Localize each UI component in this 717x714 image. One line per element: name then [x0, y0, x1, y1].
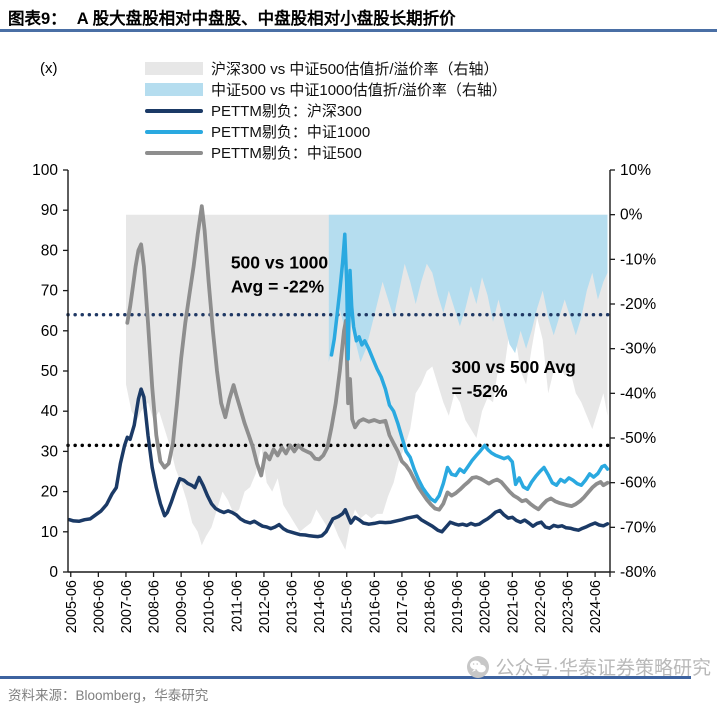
x-axis-tick-label: 2018-06	[423, 580, 439, 633]
right-axis-tick-label: -40%	[620, 385, 656, 402]
x-axis-tick-label: 2012-06	[257, 580, 273, 633]
left-axis-tick-label: 50	[41, 363, 59, 380]
x-axis-tick-label: 2021-06	[505, 580, 521, 633]
legend-line-swatch	[145, 108, 203, 113]
chart-annotation: Avg = -22%	[231, 276, 325, 296]
right-axis-tick-label: -50%	[620, 430, 656, 447]
legend-label: 沪深300 vs 中证500估值折/溢价率（右轴）	[211, 61, 499, 78]
left-axis-tick-label: 10	[41, 524, 59, 541]
legend-label: 中证500 vs 中证1000估值折/溢价率（右轴）	[211, 82, 507, 99]
right-axis-tick-label: -30%	[620, 341, 656, 358]
right-axis-tick-label: 10%	[620, 162, 651, 179]
right-axis-tick-label: -60%	[620, 475, 656, 492]
legend-item: PETTM剔负：中证1000	[145, 121, 507, 142]
title-divider-rule	[0, 29, 717, 32]
x-axis-tick-label: 2010-06	[202, 580, 218, 633]
left-axis-tick-label: 90	[41, 202, 59, 219]
right-axis-tick-label: -20%	[620, 296, 656, 313]
legend-area-swatch	[145, 83, 203, 96]
left-axis-tick-label: 0	[49, 564, 58, 581]
legend-item: PETTM剔负：沪深300	[145, 100, 507, 121]
right-axis-tick-label: -80%	[620, 564, 656, 581]
legend-item: PETTM剔负：中证500	[145, 142, 507, 163]
area-series	[328, 214, 608, 363]
footer-divider-rule	[0, 676, 691, 679]
chart-annotation: 500 vs 1000	[231, 252, 329, 272]
discount-premium-chart: 0 10 20 30 40 50 60 70 80 90 100 10% 0% -10% -20% -30% -…	[32, 162, 656, 633]
line-series	[67, 387, 610, 539]
line-series	[329, 232, 610, 504]
source-note: 资料来源：Bloomberg，华泰研究	[8, 688, 209, 703]
watermark-text: 公众号·华泰证券策略研究	[495, 658, 711, 679]
legend-label: PETTM剔负：沪深300	[211, 103, 362, 120]
left-axis-tick-label: 60	[41, 323, 59, 340]
x-axis-tick-label: 2005-06	[64, 580, 80, 633]
right-axis-tick-label: 0%	[620, 207, 643, 224]
left-axis-tick-label: 40	[41, 403, 59, 420]
x-axis-tick-label: 2007-06	[119, 580, 135, 633]
x-axis-tick-label: 2015-06	[340, 580, 356, 633]
left-axis-tick-label: 80	[41, 242, 59, 259]
x-axis-tick-label: 2023-06	[561, 580, 577, 633]
x-axis-tick-label: 2022-06	[533, 580, 549, 633]
line-series	[125, 204, 610, 512]
left-axis-tick-label: 30	[41, 443, 59, 460]
chart-legend: 沪深300 vs 中证500估值折/溢价率（右轴） 中证500 vs 中证1000…	[145, 58, 507, 163]
legend-label: PETTM剔负：中证500	[211, 145, 362, 162]
legend-item: 沪深300 vs 中证500估值折/溢价率（右轴）	[145, 58, 507, 79]
legend-line-swatch	[145, 129, 203, 134]
legend-label: PETTM剔负：中证1000	[211, 124, 371, 141]
legend-item: 中证500 vs 中证1000估值折/溢价率（右轴）	[145, 79, 507, 100]
left-axis-unit-label: (x)	[40, 60, 58, 77]
area-series	[126, 214, 608, 550]
left-axis-tick-label: 70	[41, 283, 59, 300]
wechat-icon	[466, 655, 490, 679]
figure-number-label: 图表9：	[8, 10, 67, 28]
chart-annotation: = -52%	[452, 381, 508, 401]
legend-line-swatch	[145, 150, 203, 155]
figure-title: A 股大盘股相对中盘股、中盘股相对小盘股长期折价	[76, 10, 456, 28]
x-axis-tick-label: 2020-06	[478, 580, 494, 633]
left-axis-tick-label: 100	[32, 162, 58, 179]
figure-title-row: 图表9： A 股大盘股相对中盘股、中盘股相对小盘股长期折价	[8, 5, 713, 29]
right-axis-tick-label: -70%	[620, 519, 656, 536]
left-axis-tick-label: 20	[41, 484, 59, 501]
x-axis-tick-label: 2006-06	[91, 580, 107, 633]
x-axis-tick-label: 2024-06	[588, 580, 604, 633]
x-axis-tick-label: 2017-06	[395, 580, 411, 633]
x-axis-tick-label: 2009-06	[174, 580, 190, 633]
x-axis-tick-label: 2019-06	[450, 580, 466, 633]
x-axis-tick-label: 2013-06	[285, 580, 301, 633]
x-axis-tick-label: 2014-06	[312, 580, 328, 633]
right-axis-tick-label: -10%	[620, 251, 656, 268]
x-axis-tick-label: 2011-06	[229, 580, 245, 632]
wechat-watermark: 公众号·华泰证券策略研究	[466, 653, 711, 680]
chart-annotation: 300 vs 500 Avg	[452, 357, 576, 377]
x-axis-tick-label: 2016-06	[367, 580, 383, 633]
legend-area-swatch	[145, 62, 203, 75]
x-axis-tick-label: 2008-06	[147, 580, 163, 633]
